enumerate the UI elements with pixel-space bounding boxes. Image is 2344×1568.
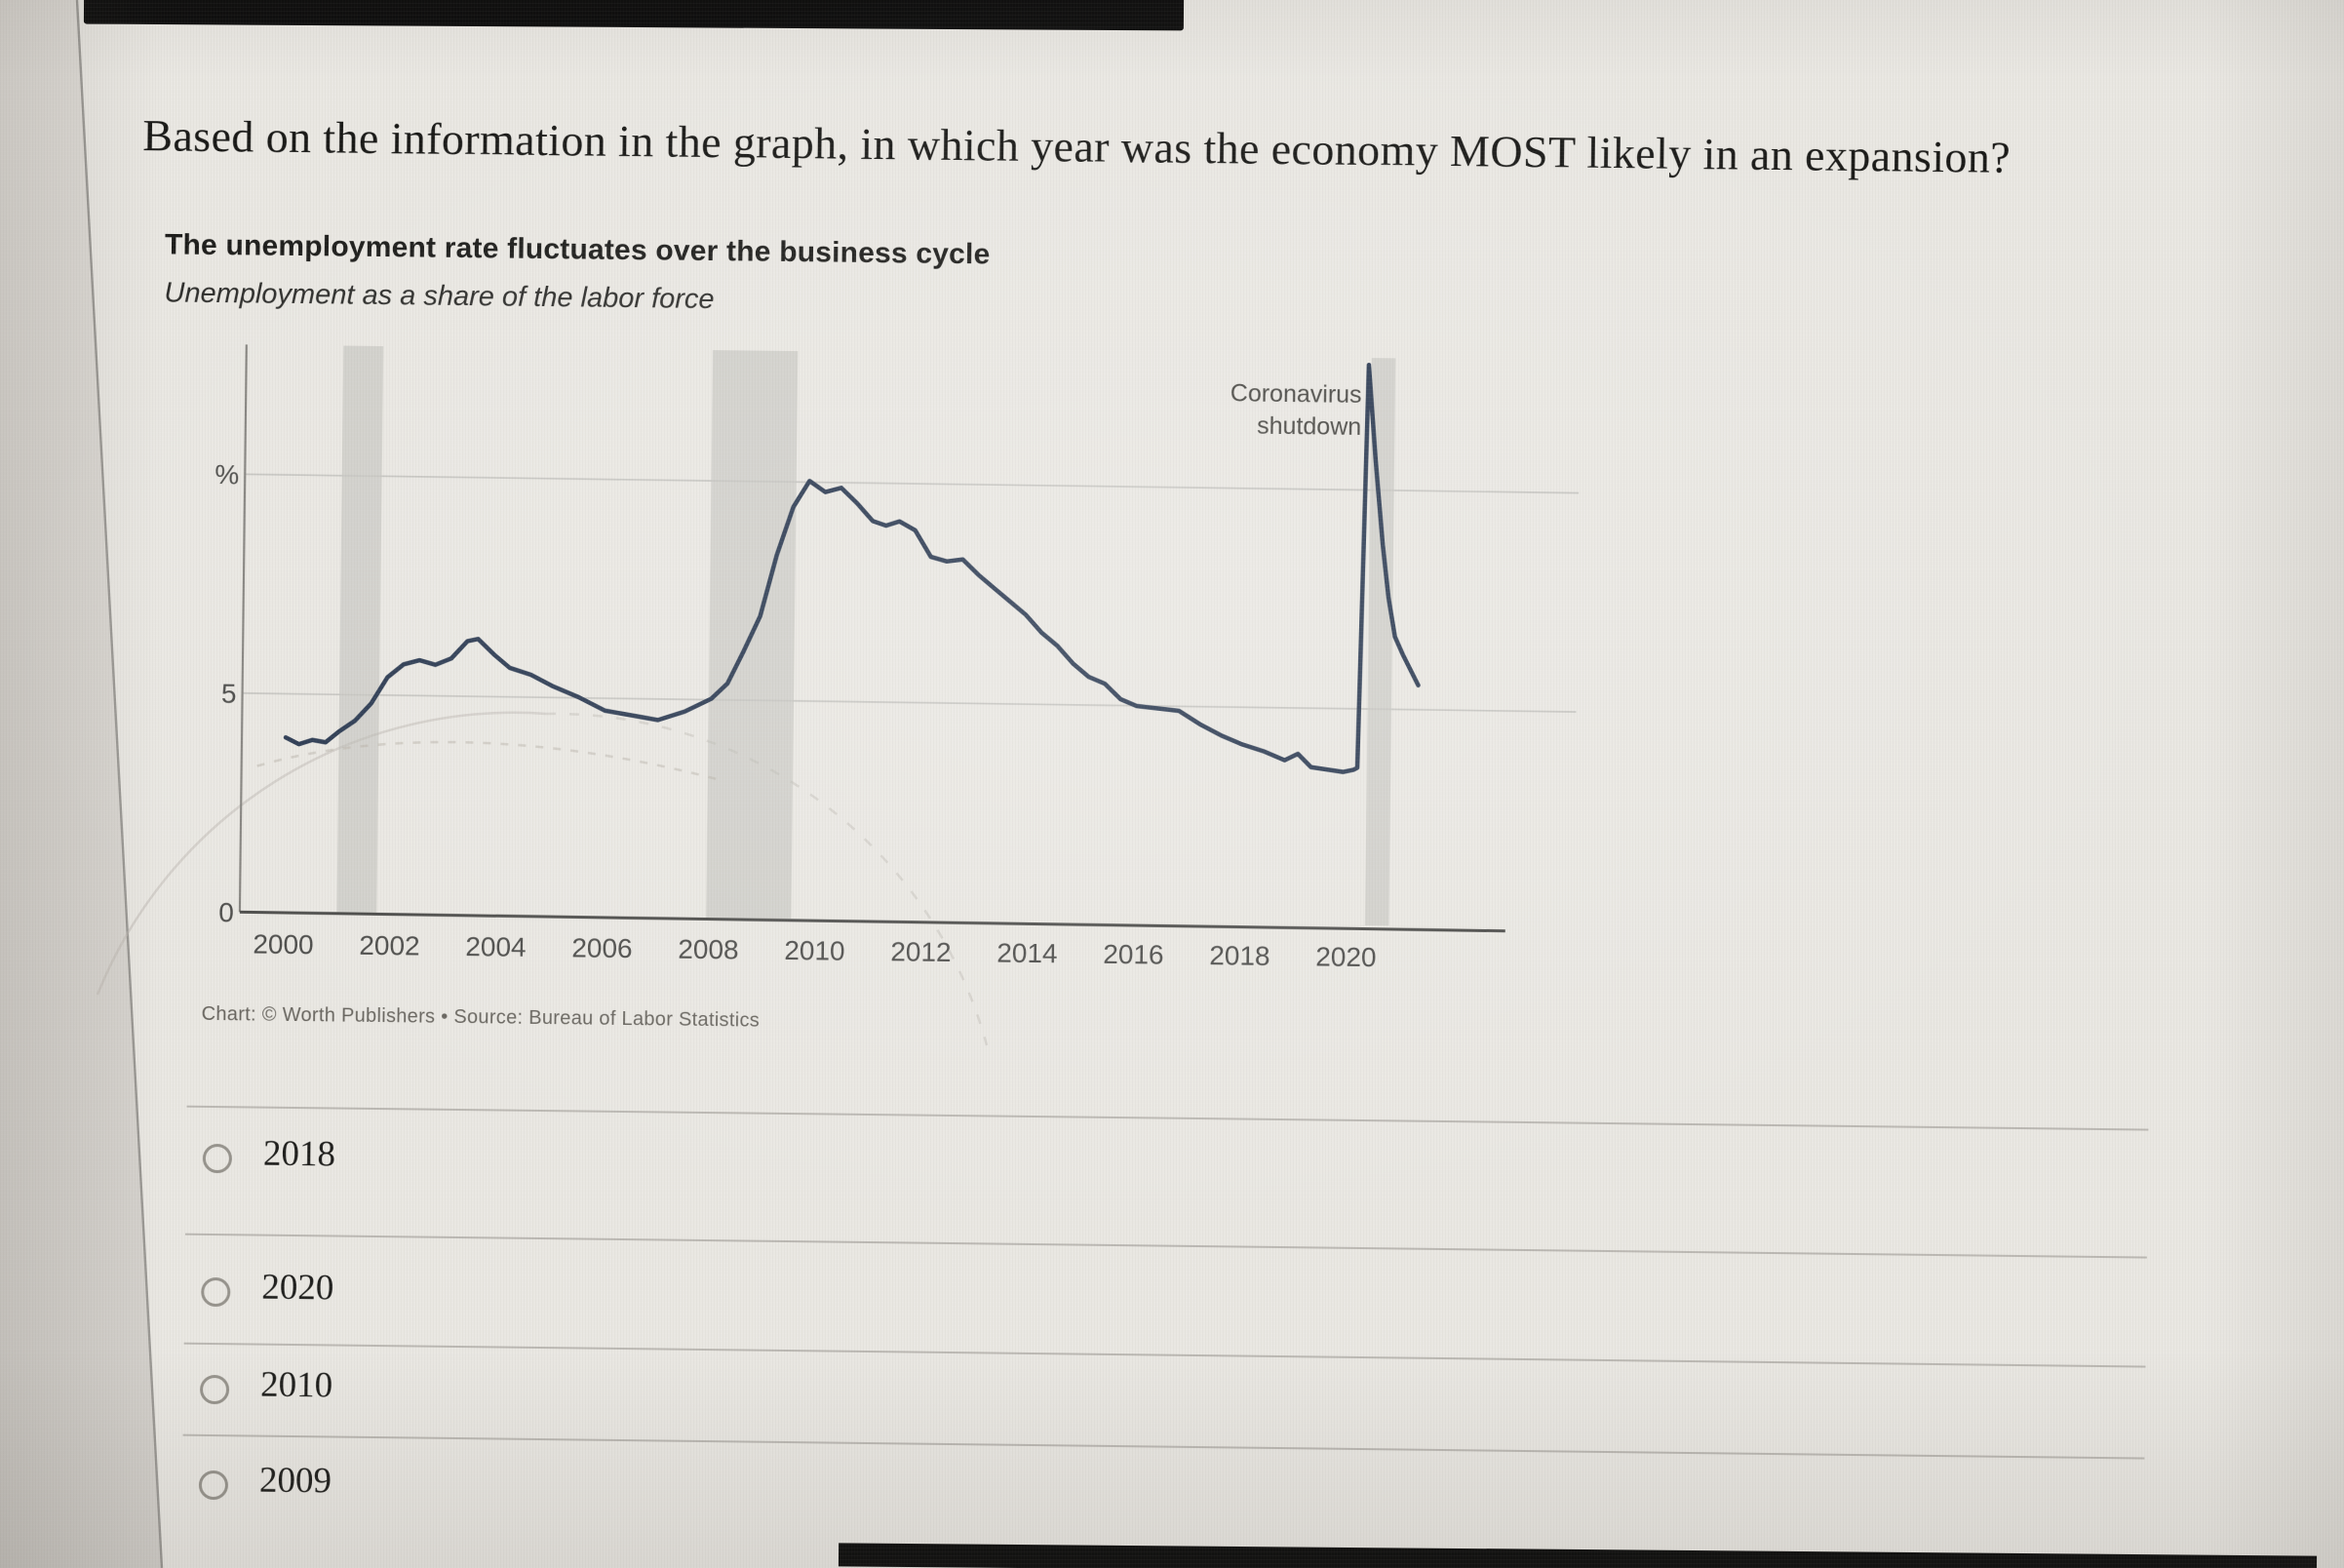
svg-text:2020: 2020 <box>1315 941 1377 972</box>
chart-subtitle: Unemployment as a share of the labor for… <box>164 277 715 316</box>
option-label: 2020 <box>261 1267 334 1309</box>
option-label: 2009 <box>258 1460 332 1502</box>
svg-text:2012: 2012 <box>890 936 952 967</box>
option-label: 2018 <box>262 1133 336 1175</box>
option-row-2018[interactable]: 2018 <box>202 1134 1568 1219</box>
unemployment-line <box>283 363 1421 774</box>
svg-text:2018: 2018 <box>1209 940 1270 971</box>
option-divider <box>186 1105 2149 1131</box>
svg-text:2006: 2006 <box>571 932 633 963</box>
gridlines <box>242 473 1580 713</box>
svg-text:2000: 2000 <box>253 928 314 960</box>
chart-title: The unemployment rate fluctuates over th… <box>164 228 991 271</box>
svg-text:2014: 2014 <box>996 938 1058 969</box>
svg-text:shutdown: shutdown <box>1257 412 1361 441</box>
radio-button-2010[interactable] <box>199 1374 230 1405</box>
option-row-2009[interactable]: 2009 <box>198 1461 1564 1546</box>
svg-text:0: 0 <box>218 897 234 927</box>
plot-smudge <box>256 740 718 781</box>
svg-text:2008: 2008 <box>678 934 739 965</box>
annotation-coronavirus: Coronavirus shutdown <box>1231 379 1362 441</box>
radio-button-2020[interactable] <box>201 1276 231 1308</box>
chart-source-line: Chart: © Worth Publishers • Source: Bure… <box>201 1002 761 1032</box>
left-margin-shade <box>0 0 162 1568</box>
chart-svg: 10%50 2000 2002 2004 2006 2008 2010 2012 2014 20… <box>184 344 1580 972</box>
radio-button-2018[interactable] <box>202 1143 233 1174</box>
recession-bands <box>336 345 1396 926</box>
page-edge-line <box>75 0 164 1568</box>
question-title: Based on the information in the graph, i… <box>142 110 2012 182</box>
svg-text:2016: 2016 <box>1103 939 1164 970</box>
option-row-2020[interactable]: 2020 <box>201 1268 1567 1352</box>
y-tick-labels: 10% 5 0 <box>184 459 239 928</box>
axes <box>238 344 1505 933</box>
svg-text:10%: 10% <box>208 459 239 490</box>
option-label: 2010 <box>259 1364 333 1406</box>
screen-smudge-arc <box>96 711 547 996</box>
svg-text:5: 5 <box>221 679 237 709</box>
svg-text:2002: 2002 <box>359 930 420 961</box>
svg-text:Coronavirus: Coronavirus <box>1231 379 1362 409</box>
unemployment-chart: 10% 5 0 2000 2002 2004 2006 2008 2010 2012 2014 20… <box>184 334 1610 985</box>
radio-button-2009[interactable] <box>198 1470 229 1501</box>
svg-text:2010: 2010 <box>784 935 845 966</box>
svg-text:2004: 2004 <box>465 931 527 962</box>
option-divider <box>184 1233 2147 1259</box>
x-tick-labels: 2000 2002 2004 2006 2008 2010 2012 2014 2016 2018… <box>253 928 1377 972</box>
